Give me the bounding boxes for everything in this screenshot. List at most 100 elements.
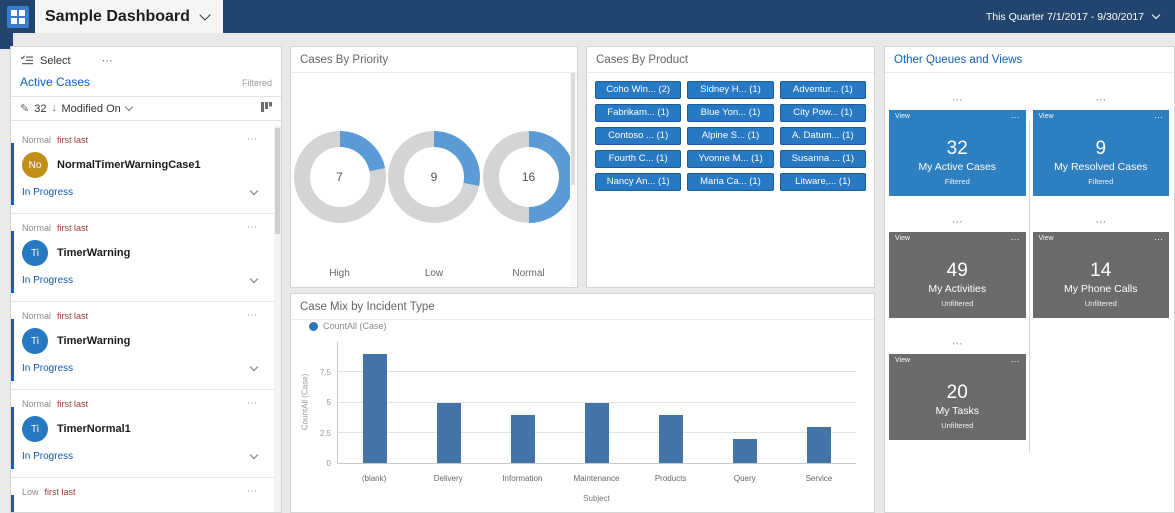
time-range-selector[interactable]: This Quarter 7/1/2017 - 9/30/2017 bbox=[986, 11, 1161, 23]
case-list-item[interactable]: Normal first last ⋯ Ti TimerNormal1 In Progre… bbox=[11, 390, 281, 478]
more-options-icon[interactable]: ⋯ bbox=[247, 398, 257, 409]
more-options-icon[interactable]: ⋯ bbox=[247, 486, 257, 497]
view-tile-my-resolved-cases[interactable]: View ⋯ 9 My Resolved Cases Filtered bbox=[1032, 110, 1169, 196]
case-status: In Progress bbox=[22, 275, 74, 286]
product-tag[interactable]: Fabrikam... (1) bbox=[595, 104, 682, 122]
case-priority: Normal bbox=[22, 398, 52, 409]
product-tag[interactable]: Litware,... (1) bbox=[779, 173, 866, 191]
product-tag[interactable]: Susanna ... (1) bbox=[779, 150, 866, 168]
product-tag[interactable]: Yvonne M... (1) bbox=[687, 150, 774, 168]
product-tag[interactable]: Nancy An... (1) bbox=[595, 173, 682, 191]
product-tag[interactable]: A. Datum... (1) bbox=[779, 127, 866, 145]
view-tile-my-active-cases[interactable]: View ⋯ 32 My Active Cases Filtered bbox=[889, 110, 1026, 196]
bar-service[interactable] bbox=[807, 426, 831, 463]
filtered-label: Filtered bbox=[241, 78, 272, 88]
scrollbar-thumb[interactable] bbox=[275, 128, 280, 234]
case-title-link[interactable]: NormalTimerWarningCase1 bbox=[57, 159, 201, 171]
case-head-row: Low first last ⋯ bbox=[22, 486, 257, 497]
more-options-icon[interactable]: ⋯ bbox=[247, 134, 257, 145]
select-button[interactable]: Select bbox=[40, 54, 71, 67]
dashboard-selector[interactable]: Sample Dashboard bbox=[35, 0, 223, 33]
bar-column bbox=[807, 342, 831, 463]
product-tag[interactable]: Alpine S... (1) bbox=[687, 127, 774, 145]
case-head-row: Normal first last ⋯ bbox=[22, 222, 257, 233]
more-options-icon[interactable]: ⋯ bbox=[951, 338, 963, 350]
page-title: Sample Dashboard bbox=[45, 7, 190, 25]
scrollbar-thumb[interactable] bbox=[571, 73, 575, 185]
x-axis-categories: (blank) Delivery Information Maintenance Pro… bbox=[337, 474, 856, 483]
case-contact-link[interactable]: first last bbox=[57, 310, 89, 321]
chevron-down-icon[interactable] bbox=[249, 186, 259, 196]
sort-descending-icon[interactable]: ↓ bbox=[51, 103, 57, 114]
gridline bbox=[338, 401, 856, 403]
chevron-down-icon[interactable] bbox=[124, 102, 134, 112]
case-list-item[interactable]: Normal first last ⋯ No NormalTimerWarningCas… bbox=[11, 126, 281, 214]
stream-view-row: Active Cases Filtered bbox=[11, 71, 281, 97]
bar-information[interactable] bbox=[511, 414, 535, 463]
more-options-icon[interactable]: ⋯ bbox=[1095, 216, 1107, 228]
product-tag[interactable]: Blue Yon... (1) bbox=[687, 104, 774, 122]
view-tile-my-activities[interactable]: View ⋯ 49 My Activities Unfiltered bbox=[889, 232, 1026, 318]
case-contact-link[interactable]: first last bbox=[57, 134, 89, 145]
nav-stub[interactable] bbox=[0, 33, 13, 49]
chevron-down-icon[interactable] bbox=[249, 274, 259, 284]
case-list-item[interactable]: Normal first last ⋯ Ti TimerWarning In Progre… bbox=[11, 214, 281, 302]
more-options-icon[interactable]: ⋯ bbox=[247, 222, 257, 233]
product-tag[interactable]: Maria Ca... (1) bbox=[687, 173, 774, 191]
case-contact-link[interactable]: first last bbox=[57, 222, 89, 233]
view-tile-my-tasks[interactable]: View ⋯ 20 My Tasks Unfiltered bbox=[889, 354, 1026, 440]
more-options-icon[interactable]: ⋯ bbox=[1010, 356, 1020, 366]
sort-field-selector[interactable]: Modified On bbox=[61, 102, 121, 115]
x-category-label: Delivery bbox=[433, 474, 463, 483]
case-title-link[interactable]: TimerWarning bbox=[57, 335, 131, 347]
more-options-icon[interactable]: ⋯ bbox=[1095, 94, 1107, 106]
case-status: In Progress bbox=[22, 363, 74, 374]
more-options-icon[interactable]: ⋯ bbox=[1010, 112, 1020, 122]
case-contact-link[interactable]: first last bbox=[44, 486, 76, 497]
case-title-link[interactable]: TimerNormal1 bbox=[57, 423, 131, 435]
chevron-down-icon[interactable] bbox=[249, 450, 259, 460]
panel-title: Cases By Priority bbox=[291, 47, 577, 73]
more-options-icon[interactable]: ⋯ bbox=[951, 94, 963, 106]
avatar: Ti bbox=[22, 328, 48, 354]
donut-high[interactable]: 7 bbox=[293, 131, 386, 223]
product-tag[interactable]: City Pow... (1) bbox=[779, 104, 866, 122]
product-tag[interactable]: Sidney H... (1) bbox=[687, 81, 774, 99]
more-options-icon[interactable]: ⋯ bbox=[101, 55, 113, 67]
product-tag[interactable]: Coho Win... (2) bbox=[595, 81, 682, 99]
case-list-item[interactable]: Normal first last ⋯ Ti TimerWarning In Progre… bbox=[11, 302, 281, 390]
case-mix-panel: Case Mix by Incident Type CountAll (Case… bbox=[290, 293, 875, 513]
case-contact-link[interactable]: first last bbox=[57, 398, 89, 409]
more-options-icon[interactable]: ⋯ bbox=[247, 310, 257, 321]
x-category-label: Products bbox=[654, 474, 687, 483]
view-tile-my-phone-calls[interactable]: View ⋯ 14 My Phone Calls Unfiltered bbox=[1032, 232, 1169, 318]
bar-delivery[interactable] bbox=[437, 402, 461, 463]
donut-labels-row: High Low Normal bbox=[291, 268, 577, 279]
case-title-link[interactable]: TimerWarning bbox=[57, 247, 131, 259]
product-tag[interactable]: Adventur... (1) bbox=[779, 81, 866, 99]
view-tiles-grid: ⋯ View ⋯ 32 My Active Cases Filtered ⋯ View ⋯ 9 My… bbox=[889, 74, 1169, 440]
bar-products[interactable] bbox=[659, 414, 683, 463]
bar-maintenance[interactable] bbox=[585, 402, 609, 463]
chevron-down-icon[interactable] bbox=[249, 362, 259, 372]
case-list-item[interactable]: Low first last ⋯ bbox=[11, 478, 281, 512]
more-options-icon[interactable]: ⋯ bbox=[951, 216, 963, 228]
donut-low[interactable]: 9 bbox=[388, 131, 480, 223]
product-tag[interactable]: Fourth C... (1) bbox=[595, 150, 682, 168]
donut-normal[interactable]: 16 bbox=[482, 131, 575, 223]
board-view-icon[interactable] bbox=[261, 102, 272, 115]
more-options-icon[interactable]: ⋯ bbox=[1154, 234, 1163, 244]
case-body-row: No NormalTimerWarningCase1 bbox=[22, 152, 257, 178]
view-label: View bbox=[1038, 235, 1054, 242]
bar-blank[interactable] bbox=[363, 354, 387, 463]
app-launcher-icon[interactable] bbox=[7, 5, 29, 28]
top-navigation-bar: Sample Dashboard This Quarter 7/1/2017 -… bbox=[0, 0, 1175, 33]
more-options-icon[interactable]: ⋯ bbox=[1154, 112, 1163, 122]
bar-query[interactable] bbox=[733, 438, 757, 463]
multi-select-icon[interactable] bbox=[20, 55, 33, 66]
product-tag[interactable]: Contoso ... (1) bbox=[595, 127, 682, 145]
more-options-icon[interactable]: ⋯ bbox=[1010, 234, 1020, 244]
view-title-link[interactable]: Active Cases bbox=[20, 75, 91, 89]
pencil-icon[interactable]: ✎ bbox=[20, 103, 30, 115]
tile-count: 9 bbox=[1095, 138, 1107, 159]
